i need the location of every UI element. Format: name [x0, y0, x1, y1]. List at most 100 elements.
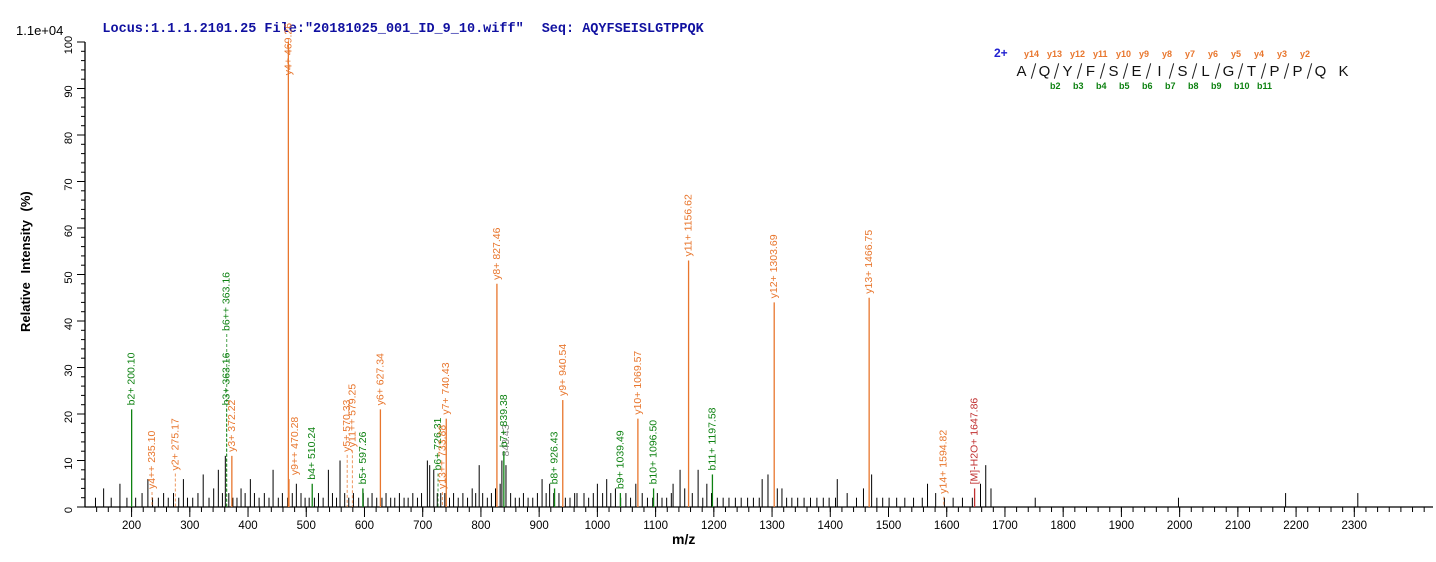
fragment-slash-icon: [1260, 63, 1267, 79]
y-tick-label: 20: [63, 411, 75, 423]
ion-peak-label: y8+ 827.46: [491, 227, 503, 279]
ion-peak-label: 843.43: [500, 424, 512, 456]
x-tick-label: 400: [238, 520, 257, 532]
fragment-boundary: y2: [1300, 49, 1313, 80]
ion-peak-label: y2+ 275.17: [169, 418, 181, 470]
b-ion-label: b8: [1188, 81, 1199, 91]
residue-letter: L: [1201, 62, 1210, 80]
residue-letter: G: [1222, 62, 1235, 80]
ion-peak-label: b7+ 839.38: [498, 394, 510, 447]
ion-peak-label: y7+ 740.43: [440, 362, 452, 414]
x-tick-label: 200: [122, 520, 141, 532]
fragment-boundary: y11 b4: [1093, 49, 1108, 91]
fragment-boundary: y3: [1277, 49, 1290, 80]
residue-letter: Q: [1038, 62, 1051, 80]
intensity-scale-label: 1.1e+04: [16, 23, 64, 38]
residue-letter: S: [1108, 62, 1119, 80]
y-tick-label: 100: [63, 36, 75, 54]
fragment-slash-icon: [1214, 63, 1221, 79]
residue-letter: E: [1131, 62, 1142, 80]
b-ion-label: b2: [1050, 81, 1061, 91]
ion-peak-label: y13+ 1466.75: [863, 230, 875, 294]
ion-peak-label: b4+ 510.24: [306, 427, 318, 480]
ion-peak-label: y4++ 235.10: [146, 431, 158, 490]
residue-letter: S: [1177, 62, 1188, 80]
sequence-label: Seq: AQYFSEISLGTPPQK: [541, 22, 704, 37]
ion-peak-label: y9++ 470.28: [289, 417, 301, 476]
ion-peak-label: y5+ 570.33: [341, 399, 353, 451]
residue-letter: P: [1292, 62, 1303, 80]
ion-peak-label: y14+ 1594.82: [938, 430, 950, 494]
x-tick-label: 2100: [1225, 520, 1251, 532]
x-tick-label: 1200: [701, 520, 727, 532]
x-tick-label: 900: [530, 520, 549, 532]
y-ion-label: y5: [1231, 49, 1242, 59]
y-tick-label: 70: [63, 178, 75, 190]
y-tick-label: 10: [63, 457, 75, 469]
x-tick-label: 300: [180, 520, 199, 532]
x-tick-label: 1800: [1050, 520, 1076, 532]
axes: 200 300 400 500 600 700 800 900 1000 1100 1200 1300…: [63, 36, 1433, 532]
b-ion-label: b11: [1257, 81, 1273, 91]
fragment-boundary: y10 b5: [1116, 49, 1131, 91]
fragment-slash-icon: [1283, 63, 1290, 79]
x-tick-label: 1100: [643, 520, 668, 532]
ion-peak-label: y3+ 372.22: [226, 399, 238, 451]
ion-peak-label: b6++ 363.16: [221, 272, 233, 331]
y-ion-label: y3: [1277, 49, 1288, 59]
b-ion-label: b6: [1142, 81, 1153, 91]
header: Locus:1.1.1.2101.25 File:"20181025_001_I…: [70, 7, 704, 52]
ion-peak-label: y10+ 1069.57: [632, 351, 644, 415]
b-ion-label: b5: [1119, 81, 1130, 91]
y-ion-label: y7: [1185, 49, 1196, 59]
ion-peak-label: y4+ 469.26: [282, 23, 294, 75]
x-tick-label: 1700: [992, 520, 1018, 532]
y-ion-label: y8: [1162, 49, 1173, 59]
x-tick-label: 1600: [934, 520, 960, 532]
ion-peak-label: b9+ 1039.49: [614, 430, 626, 489]
ion-peak-label: [M]-H2O+ 1647.86: [969, 398, 981, 485]
fragment-boundary: y8 b7: [1162, 49, 1176, 91]
x-tick-label: 2300: [1342, 520, 1368, 532]
x-tick-label: 1400: [817, 520, 843, 532]
x-tick-label: 2200: [1283, 520, 1309, 532]
x-tick-label: 1300: [759, 520, 785, 532]
y-ion-label: y6: [1208, 49, 1219, 59]
y-ion-label: y11: [1093, 49, 1108, 59]
residue-letter: Y: [1062, 62, 1073, 80]
ion-peak-label: b5+ 597.26: [357, 431, 369, 484]
x-tick-label: 600: [355, 520, 374, 532]
ion-peak-label: b3+ 363.16: [221, 352, 233, 405]
fragment-slash-icon: [1053, 63, 1060, 79]
b-ion-label: b9: [1211, 81, 1222, 91]
residue-letter: P: [1269, 62, 1280, 80]
x-tick-label: 1000: [585, 520, 611, 532]
ion-peak-label: b10+ 1096.50: [648, 420, 660, 485]
x-tick-label: 500: [297, 520, 316, 532]
residue-letter: K: [1338, 62, 1349, 80]
ion-peak-label: y6+ 627.34: [374, 353, 386, 405]
fragment-slash-icon: [1122, 63, 1129, 79]
ion-peak-label: y12+ 1303.69: [768, 234, 780, 298]
residue-letter: T: [1246, 62, 1257, 80]
annotated-peaks: b2+ 200.10 y4++ 235.10 y2+ 275.17 b3+ 363.1…: [126, 23, 981, 507]
ion-peak-label: y9+ 940.54: [557, 344, 569, 396]
ion-peak-label: b2+ 200.10: [126, 352, 138, 405]
y-tick-label: 60: [63, 225, 75, 237]
fragment-boundary: [1328, 62, 1336, 80]
ion-peak-label: y13++ 733.88: [436, 425, 448, 489]
y-ion-label: y13: [1047, 49, 1063, 59]
y-tick-label: 80: [63, 132, 75, 144]
y-tick-label: 0: [63, 507, 75, 513]
y-ion-label: y10: [1116, 49, 1132, 59]
fragment-boundary: y14: [1024, 49, 1039, 80]
y-tick-label: 50: [63, 271, 75, 283]
b-ion-label: b7: [1165, 81, 1176, 91]
x-tick-label: 700: [413, 520, 432, 532]
y-ion-label: y2: [1300, 49, 1311, 59]
x-tick-label: 1900: [1109, 520, 1135, 532]
x-tick-label: 2000: [1167, 520, 1193, 532]
